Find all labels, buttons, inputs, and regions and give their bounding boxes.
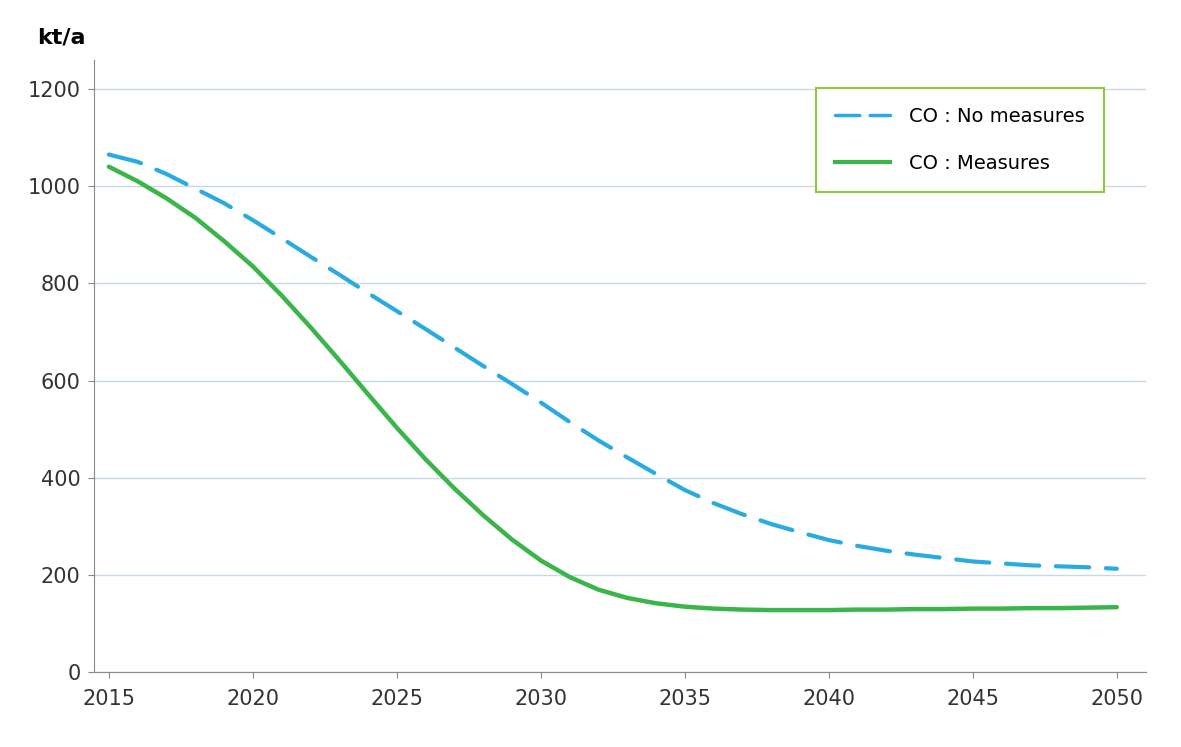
- Text: kt/a: kt/a: [37, 28, 85, 48]
- Legend: CO : No measures, CO : Measures: CO : No measures, CO : Measures: [816, 88, 1104, 192]
